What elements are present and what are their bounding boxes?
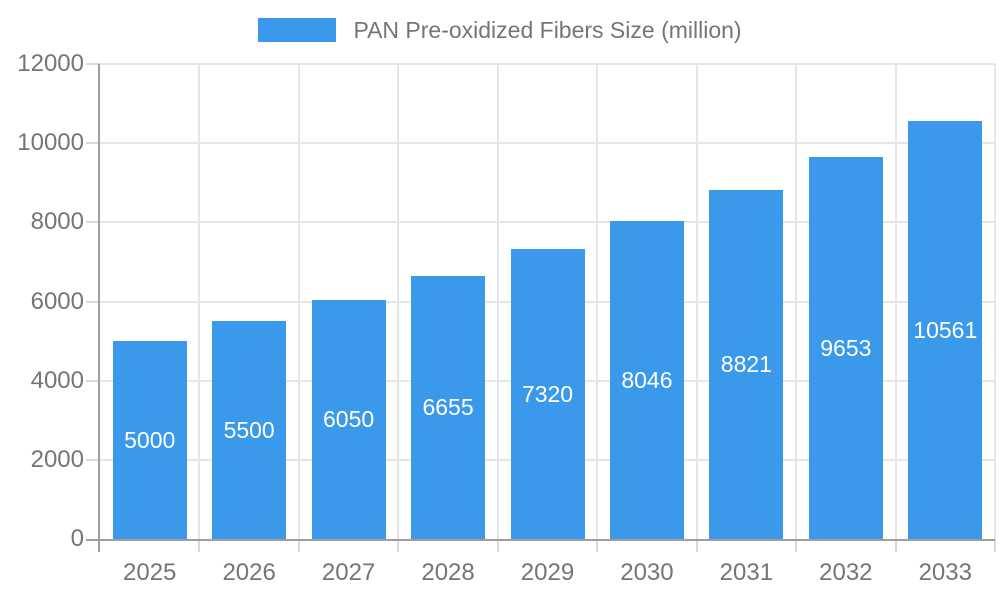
gridline-horizontal [100,221,995,224]
gridline-vertical [496,64,499,539]
bar[interactable] [709,189,784,539]
y-axis-line [98,64,100,552]
y-axis-label: 4000 [30,366,84,394]
gridline-vertical [596,64,599,539]
y-axis-label: 10000 [17,129,84,157]
bar-value-label: 8821 [720,351,772,378]
x-tick-mark [397,539,400,552]
gridline-vertical [198,64,201,539]
bar-value-label: 10561 [913,316,978,343]
gridline-horizontal [100,142,995,145]
x-axis-label: 2030 [620,559,674,586]
legend[interactable]: PAN Pre-oxidized Fibers Size (million) [0,17,1000,43]
y-tick-mark [86,458,100,461]
legend-label: PAN Pre-oxidized Fibers Size (million) [353,17,742,43]
gridline-vertical [397,64,400,539]
x-axis-label: 2027 [321,559,376,586]
x-axis-line [86,539,995,541]
x-tick-mark [695,539,698,552]
y-axis-label: 0 [70,525,84,552]
bar-value-label: 6050 [323,406,375,433]
x-tick-mark [596,539,599,552]
bar[interactable] [510,249,585,539]
x-axis-label: 2032 [819,559,873,586]
x-axis-label: 2028 [421,559,475,586]
gridline-vertical [894,64,897,539]
y-axis-label: 12000 [17,50,84,77]
x-axis-label: 2026 [222,559,276,586]
x-tick-mark [994,539,996,552]
gridline-horizontal [100,63,995,65]
bar[interactable] [808,156,883,539]
y-tick-mark [86,300,100,303]
bar[interactable] [112,341,187,539]
bar[interactable] [311,299,386,539]
x-axis-label: 2029 [520,559,575,586]
x-tick-mark [496,539,499,552]
x-tick-mark [198,539,201,552]
x-tick-mark [795,539,798,552]
y-tick-mark [86,142,100,145]
gridline-vertical [994,64,996,539]
bar-value-label: 5500 [223,417,275,444]
bar-value-label: 7320 [521,381,574,408]
y-tick-mark [86,63,100,65]
x-axis-label: 2025 [123,559,177,586]
bar-value-label: 6655 [422,394,474,421]
bar-value-label: 8046 [621,366,673,393]
y-tick-mark [86,379,100,382]
bar[interactable] [411,275,486,539]
x-tick-mark [894,539,897,552]
bar[interactable] [908,120,983,539]
gridline-vertical [695,64,698,539]
x-axis-label: 2033 [918,559,972,586]
y-axis-label: 2000 [30,445,84,473]
legend-swatch-icon [258,18,337,42]
gridline-vertical [297,64,300,539]
y-axis-label: 6000 [30,287,84,315]
gridline-vertical [795,64,798,539]
x-axis-label: 2031 [719,559,774,586]
x-tick-mark [297,539,300,552]
bar[interactable] [212,321,287,539]
bar-value-label: 5000 [124,427,176,454]
bar-value-label: 9653 [820,334,872,361]
y-tick-mark [86,221,100,224]
y-axis-label: 8000 [30,208,84,236]
bar[interactable] [609,220,684,539]
